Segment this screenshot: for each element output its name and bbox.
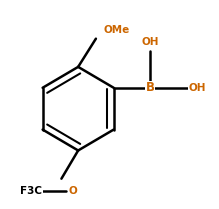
Text: B: B — [146, 81, 155, 94]
Text: OH: OH — [141, 37, 159, 47]
Text: OH: OH — [189, 83, 206, 93]
Text: OMe: OMe — [104, 25, 130, 35]
Text: F3C: F3C — [20, 186, 42, 196]
Text: O: O — [68, 186, 77, 196]
